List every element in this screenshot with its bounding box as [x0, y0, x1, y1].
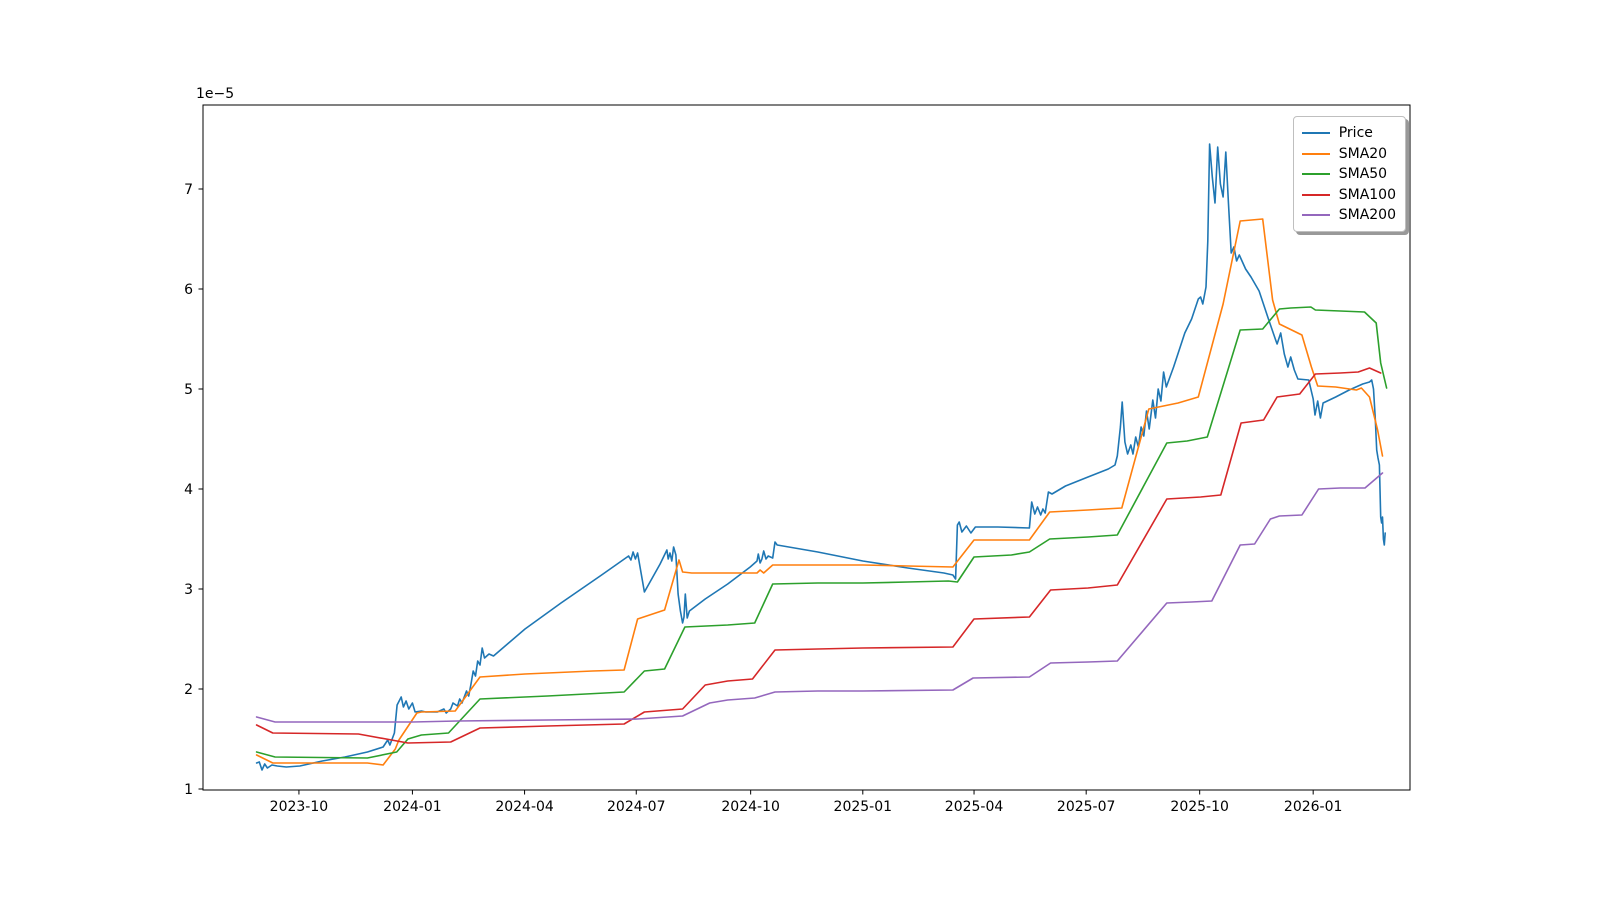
series-line-price: [255, 143, 1386, 771]
legend-item-sma50: SMA50: [1301, 164, 1396, 185]
legend-item-price: Price: [1301, 123, 1396, 144]
legend-swatch: [1301, 132, 1330, 135]
legend: Price SMA20 SMA50 SMA100 SMA200: [1292, 116, 1406, 232]
y-tick-label: 1: [184, 782, 193, 798]
y-tick-label: 3: [184, 582, 193, 598]
x-tick-label: 2025-07: [1057, 799, 1116, 815]
x-tick-label: 2024-04: [495, 799, 554, 815]
legend-item-sma100: SMA100: [1301, 185, 1396, 206]
y-tick-label: 2: [184, 682, 193, 698]
series-line-sma100: [255, 367, 1382, 744]
plot-border: [202, 104, 1411, 791]
x-tick-label: 2024-07: [607, 799, 666, 815]
series-line-sma20: [255, 218, 1384, 766]
x-tick-label: 2023-10: [270, 799, 329, 815]
legend-label: SMA100: [1338, 186, 1396, 203]
legend-label: SMA20: [1338, 145, 1388, 162]
x-tick-label: 2024-01: [383, 799, 442, 815]
x-tick-label: 2025-10: [1170, 799, 1229, 815]
legend-label: Price: [1338, 125, 1373, 142]
x-tick-label: 2025-04: [945, 799, 1004, 815]
legend-swatch: [1301, 173, 1330, 176]
series-line-sma50: [255, 306, 1388, 759]
legend-swatch: [1301, 152, 1330, 155]
y-axis-offset-label: 1e−5: [196, 86, 234, 102]
series-line-sma200: [255, 472, 1384, 723]
y-tick-label: 5: [184, 382, 193, 398]
y-tick-label: 7: [184, 182, 193, 198]
legend-label: SMA50: [1338, 166, 1388, 183]
legend-item-sma20: SMA20: [1301, 144, 1396, 165]
x-tick-label: 2026-01: [1284, 799, 1343, 815]
legend-swatch: [1301, 193, 1330, 196]
legend-item-sma200: SMA200: [1301, 205, 1396, 226]
x-tick-label: 2024-10: [721, 799, 780, 815]
legend-swatch: [1301, 214, 1330, 217]
y-tick-label: 4: [184, 482, 193, 498]
x-tick-label: 2025-01: [834, 799, 893, 815]
legend-label: SMA200: [1338, 207, 1396, 224]
y-tick-label: 6: [184, 282, 193, 298]
